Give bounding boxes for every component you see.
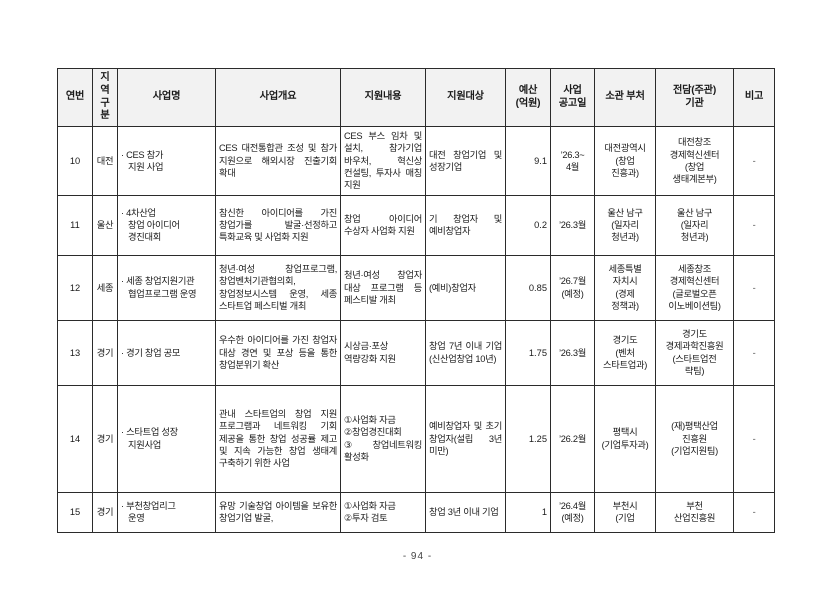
column-header-summary: 사업개요 xyxy=(215,68,341,127)
program-name-text: · 세종 창업지원기관 협업프로그램 운영 xyxy=(121,276,197,299)
cell-name: · 세종 창업지원기관 협업프로그램 운영 xyxy=(117,254,216,321)
cell-note: - xyxy=(733,126,775,196)
cell-date: ’26.4월 (예정) xyxy=(550,491,595,533)
cell-note: - xyxy=(733,491,775,533)
cell-no: 11 xyxy=(57,194,93,256)
cell-region: 대전 xyxy=(92,126,118,196)
cell-budget: 0.85 xyxy=(505,254,551,321)
program-name-text: · 스타트업 성장 지원사업 xyxy=(121,427,178,450)
table-header-row: 연번 지역 구분 사업명 사업개요 지원내용 지원대상 예산 (억원) 사업 공… xyxy=(57,68,775,127)
cell-date: ’26.3월 xyxy=(550,194,595,256)
cell-dept: 평택시 (기업투자과) xyxy=(594,384,656,493)
cell-dept: 세종특별 자치시 (경제 정책과) xyxy=(594,254,656,321)
cell-target: 창업 7년 이내 기업(신산업창업 10년) xyxy=(425,319,506,386)
column-header-budget: 예산 (억원) xyxy=(505,68,551,127)
column-header-dept: 소관 부처 xyxy=(594,68,656,127)
cell-target: 창업 3년 이내 기업 xyxy=(425,491,506,533)
column-header-no: 연번 xyxy=(57,68,93,127)
cell-note: - xyxy=(733,384,775,493)
cell-no: 13 xyxy=(57,319,93,386)
cell-summary: 유망 기술창업 아이템을 보유한 창업기업 발굴, xyxy=(215,491,341,533)
cell-name: · 스타트업 성장 지원사업 xyxy=(117,384,216,493)
cell-note: - xyxy=(733,194,775,256)
cell-content: ①사업화 자금 ②창업경진대회 ③창업네트워킹 활성화 xyxy=(340,384,426,493)
column-header-region: 지역 구분 xyxy=(92,68,118,127)
support-program-table-wrapper: 연번 지역 구분 사업명 사업개요 지원내용 지원대상 예산 (억원) 사업 공… xyxy=(57,68,775,533)
cell-agency: 세종창조 경제혁신센터 (글로벌오픈 이노베이션팀) xyxy=(655,254,734,321)
table-row: 12 세종 · 세종 창업지원기관 협업프로그램 운영 청년·여성 창업프로그램… xyxy=(57,254,775,321)
cell-summary: 청년·여성 창업프로그램, 창업벤처기관협의회, 창업정보시스템 운영, 세종 … xyxy=(215,254,341,321)
cell-region: 경기 xyxy=(92,384,118,493)
cell-agency: 부천 산업진흥원 xyxy=(655,491,734,533)
cell-agency: (재)평택산업 진흥원 (기업지원팀) xyxy=(655,384,734,493)
cell-date: ’26.2월 xyxy=(550,384,595,493)
cell-no: 14 xyxy=(57,384,93,493)
cell-date: ’26.7월 (예정) xyxy=(550,254,595,321)
cell-dept: 경기도 (벤처 스타트업과) xyxy=(594,319,656,386)
table-row: 14 경기 · 스타트업 성장 지원사업 관내 스타트업의 창업 지원 프로그램… xyxy=(57,384,775,493)
cell-summary: 관내 스타트업의 창업 지원 프로그램과 네트워킹 기회 제공을 통한 창업 성… xyxy=(215,384,341,493)
table-row: 13 경기 · 경기 창업 공모 우수한 아이디어를 가진 창업자 대상 경연 … xyxy=(57,319,775,386)
cell-content: CES 부스 임차 및 설치, 참가기업 바우처, 혁신상 컨설팅, 투자사 매… xyxy=(340,126,426,196)
cell-budget: 1.25 xyxy=(505,384,551,493)
column-header-target: 지원대상 xyxy=(425,68,506,127)
cell-dept: 울산 남구 (일자리 청년과) xyxy=(594,194,656,256)
cell-budget: 1 xyxy=(505,491,551,533)
cell-agency: 경기도 경제과학진흥원 (스타트업전 략팀) xyxy=(655,319,734,386)
cell-summary: 참신한 아이디어를 가진 창업가를 발굴·선정하고 특화교육 및 사업화 지원 xyxy=(215,194,341,256)
cell-date: ’26.3~ 4월 xyxy=(550,126,595,196)
cell-name: · 부천창업리그 운영 xyxy=(117,491,216,533)
column-header-date: 사업 공고일 xyxy=(550,68,595,127)
cell-no: 15 xyxy=(57,491,93,533)
cell-target: (예비)창업자 xyxy=(425,254,506,321)
cell-content: 창업 아이디어 수상자 사업화 지원 xyxy=(340,194,426,256)
program-name-text: · 부천창업리그 운영 xyxy=(121,500,176,524)
cell-budget: 9.1 xyxy=(505,126,551,196)
cell-region: 경기 xyxy=(92,319,118,386)
cell-dept: 대전광역시 (창업 진흥과) xyxy=(594,126,656,196)
program-name-text: · CES 참가 지원 사업 xyxy=(121,149,164,172)
cell-target: 대전 창업기업 및 성장기업 xyxy=(425,126,506,196)
cell-target: 기 창업자 및 예비창업자 xyxy=(425,194,506,256)
column-header-name: 사업명 xyxy=(117,68,216,127)
cell-target: 예비창업자 및 초기 창업자(설립 3년 미만) xyxy=(425,384,506,493)
cell-budget: 1.75 xyxy=(505,319,551,386)
program-name-text: · 경기 창업 공모 xyxy=(121,347,181,358)
cell-region: 세종 xyxy=(92,254,118,321)
cell-region: 경기 xyxy=(92,491,118,533)
support-program-table: 연번 지역 구분 사업명 사업개요 지원내용 지원대상 예산 (억원) 사업 공… xyxy=(57,68,775,533)
table-row: 11 울산 · 4차산업 창업 아이디어 경진대회 참신한 아이디어를 가진 창… xyxy=(57,194,775,256)
cell-content: 청년·여성 창업자 대상 프로그램 등 페스티발 개최 xyxy=(340,254,426,321)
cell-date: ’26.3월 xyxy=(550,319,595,386)
cell-name: · 경기 창업 공모 xyxy=(117,319,216,386)
cell-no: 10 xyxy=(57,126,93,196)
cell-agency: 울산 남구 (일자리 청년과) xyxy=(655,194,734,256)
cell-budget: 0.2 xyxy=(505,194,551,256)
cell-region: 울산 xyxy=(92,194,118,256)
cell-dept: 부천시 (기업 xyxy=(594,491,656,533)
column-header-note: 비고 xyxy=(733,68,775,127)
column-header-agency: 전담(주관) 기관 xyxy=(655,68,734,127)
cell-name: · 4차산업 창업 아이디어 경진대회 xyxy=(117,194,216,256)
table-row: 10 대전 · CES 참가 지원 사업 CES 대전통합관 조성 및 참가 지… xyxy=(57,126,775,196)
cell-note: - xyxy=(733,319,775,386)
cell-name: · CES 참가 지원 사업 xyxy=(117,126,216,196)
program-name-text: · 4차산업 창업 아이디어 경진대회 xyxy=(121,207,180,243)
column-header-content: 지원내용 xyxy=(340,68,426,127)
cell-content: ①사업화 자금 ②투자 검토 xyxy=(340,491,426,533)
cell-content: 시상금·포상 역량강화 지원 xyxy=(340,319,426,386)
cell-summary: CES 대전통합관 조성 및 참가 지원으로 해외시장 진출기회 확대 xyxy=(215,126,341,196)
cell-note: - xyxy=(733,254,775,321)
page-number: - 94 - xyxy=(402,551,433,562)
cell-agency: 대전창조 경제혁신센터 (창업 생태계본부) xyxy=(655,126,734,196)
cell-no: 12 xyxy=(57,254,93,321)
table-row: 15 경기 · 부천창업리그 운영 유망 기술창업 아이템을 보유한 창업기업 … xyxy=(57,491,775,533)
cell-summary: 우수한 아이디어를 가진 창업자 대상 경연 및 포상 등을 통한 창업분위기 … xyxy=(215,319,341,386)
